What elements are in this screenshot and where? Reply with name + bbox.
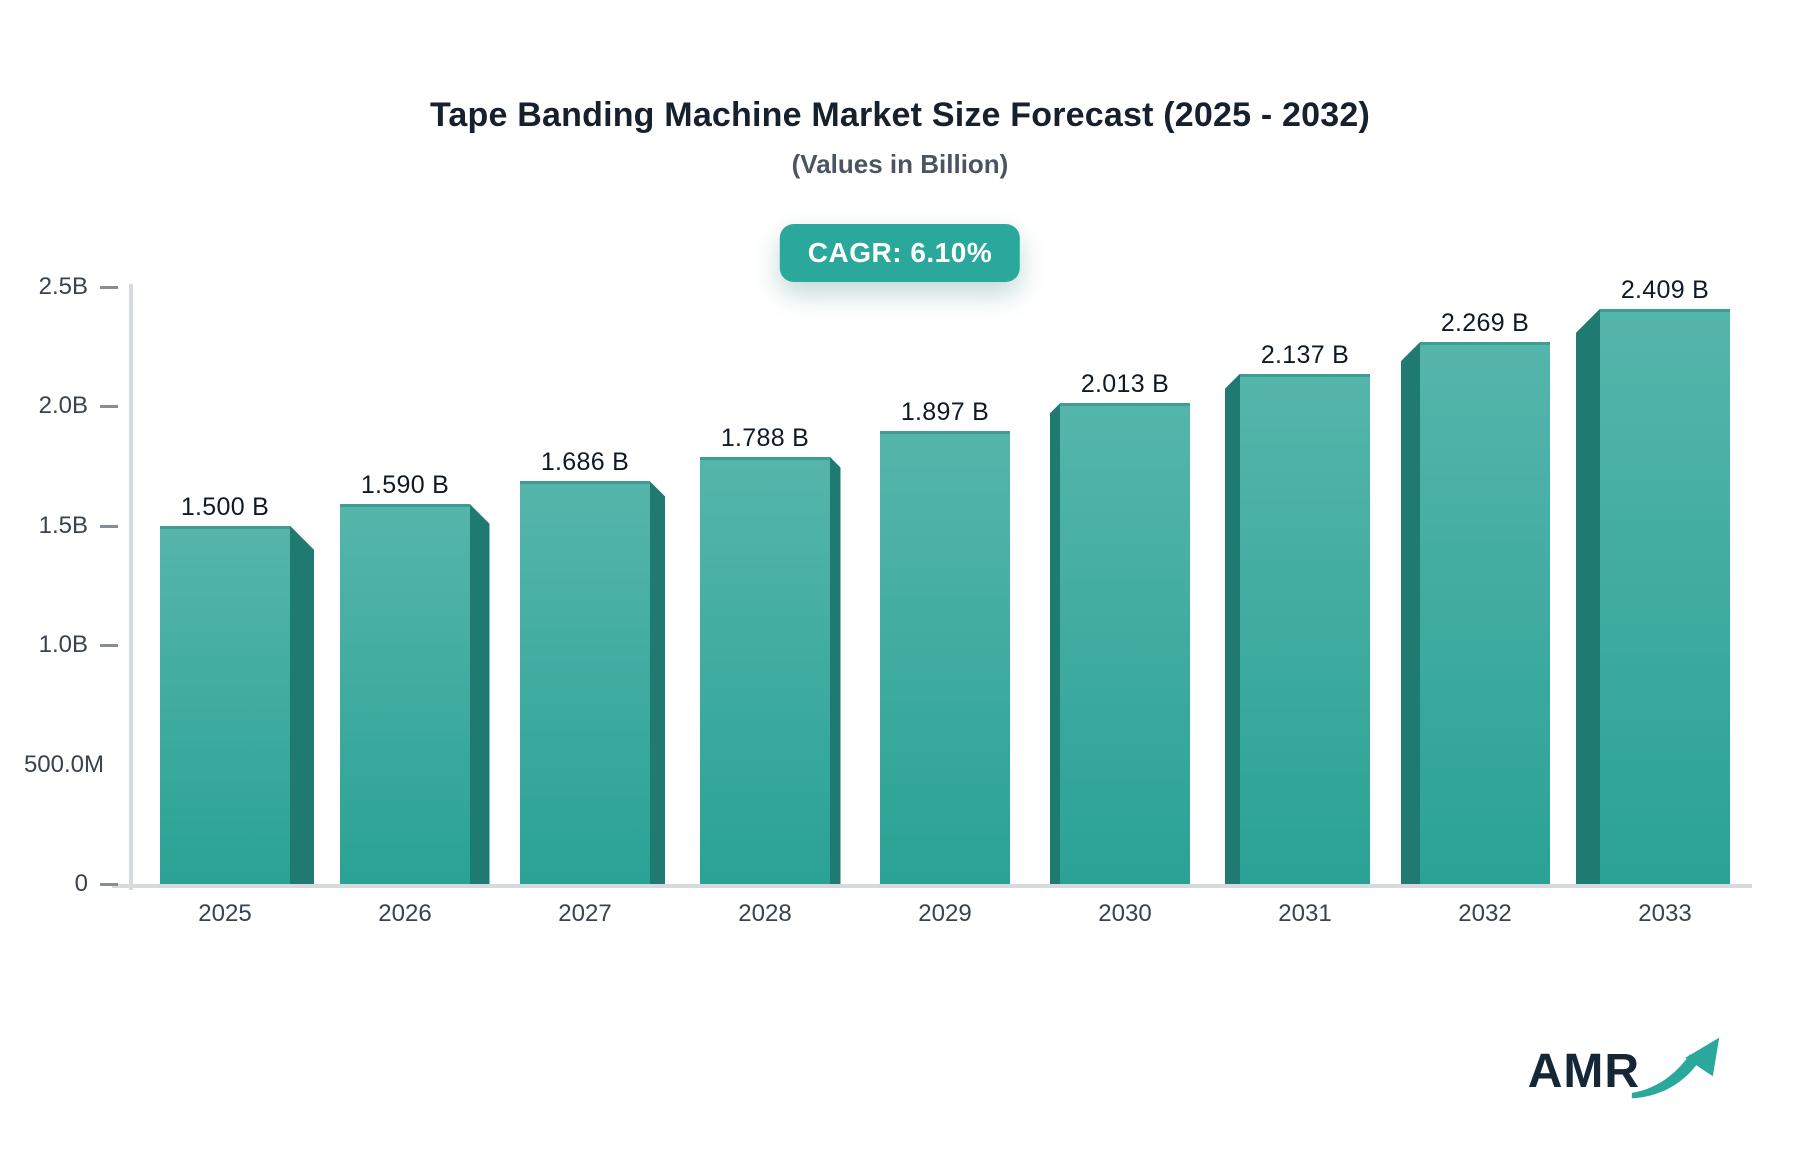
x-axis-label-2031: 2031 (1278, 900, 1332, 927)
bar-value-label-2028: 1.788 B (720, 424, 810, 453)
chart-header: Tape Banding Machine Market Size Forecas… (0, 96, 1800, 180)
chart-subtitle: (Values in Billion) (791, 149, 1009, 179)
bar-2025 (160, 525, 290, 884)
bar-2028 (700, 457, 830, 884)
x-axis-line (112, 884, 1752, 888)
y-axis-tick: 2.0B (0, 393, 130, 419)
y-axis-tick-label: 0 (74, 870, 88, 897)
y-axis-tick: 0 (0, 871, 130, 897)
x-axis-label-2028: 2028 (738, 900, 792, 927)
bar-value-label-2033: 2.409 B (1620, 275, 1710, 304)
y-axis-tick: 1.0B (0, 632, 130, 658)
y-axis-tick-mark (100, 644, 118, 648)
x-axis-label-2029: 2029 (918, 900, 972, 927)
bar-2027 (520, 481, 650, 884)
chart-title: Tape Banding Machine Market Size Forecas… (429, 96, 1371, 134)
bar-side-face-2030 (1049, 403, 1060, 884)
bar-side-face-2027 (650, 481, 665, 884)
y-axis-tick-label: 2.0B (38, 392, 88, 420)
amr-logo: AMR (1527, 1037, 1722, 1106)
bar-side-face-2032 (1400, 342, 1420, 884)
y-axis-tick-label: 500.0M (23, 750, 104, 778)
x-axis-label-2033: 2033 (1638, 900, 1692, 927)
y-axis-line (129, 284, 133, 890)
bar-2033 (1600, 308, 1730, 884)
bar-value-label-2030: 2.013 B (1080, 370, 1170, 399)
x-axis-label-2030: 2030 (1098, 900, 1152, 927)
bar-value-label-2025: 1.500 B (180, 492, 270, 521)
amr-logo-text: AMR (1527, 1045, 1640, 1098)
bar-value-label-2031: 2.137 B (1260, 340, 1350, 369)
y-axis-tick-label: 1.5B (38, 511, 88, 539)
bar-value-label-2032: 2.269 B (1440, 309, 1530, 338)
bar-side-face-2025 (290, 525, 314, 884)
y-axis-tick: 500.0M (0, 750, 130, 778)
x-axis-label-2032: 2032 (1458, 900, 1512, 927)
y-axis-tick-mark (100, 524, 118, 528)
x-axis-label-2026: 2026 (378, 900, 432, 927)
bar-2029 (880, 430, 1010, 884)
cagr-badge: CAGR: 6.10% (779, 224, 1021, 282)
x-axis-label-2027: 2027 (558, 900, 612, 927)
y-axis-tick-mark (100, 405, 118, 409)
bar-2026 (340, 504, 470, 884)
y-axis-tick: 1.5B (0, 511, 130, 539)
bar-side-face-2026 (470, 504, 490, 884)
y-axis-tick: 2.5B (0, 274, 130, 300)
y-axis-tick-mark (100, 286, 118, 289)
x-axis-label-2025: 2025 (198, 900, 252, 927)
bar-side-face-2031 (1225, 373, 1240, 884)
bar-side-face-2033 (1576, 308, 1600, 884)
y-axis-tick-label: 1.0B (38, 631, 88, 659)
bar-2032 (1420, 342, 1550, 884)
y-axis-tick-mark (100, 883, 118, 886)
growth-arrow-icon (1631, 1037, 1720, 1099)
bar-2031 (1240, 373, 1370, 884)
bar-2030 (1060, 403, 1190, 884)
bar-value-label-2029: 1.897 B (900, 397, 990, 426)
y-axis-tick-label: 2.5B (38, 273, 88, 300)
bar-value-label-2026: 1.590 B (360, 471, 450, 500)
bar-side-face-2028 (830, 457, 841, 884)
bar-value-label-2027: 1.686 B (540, 448, 630, 477)
